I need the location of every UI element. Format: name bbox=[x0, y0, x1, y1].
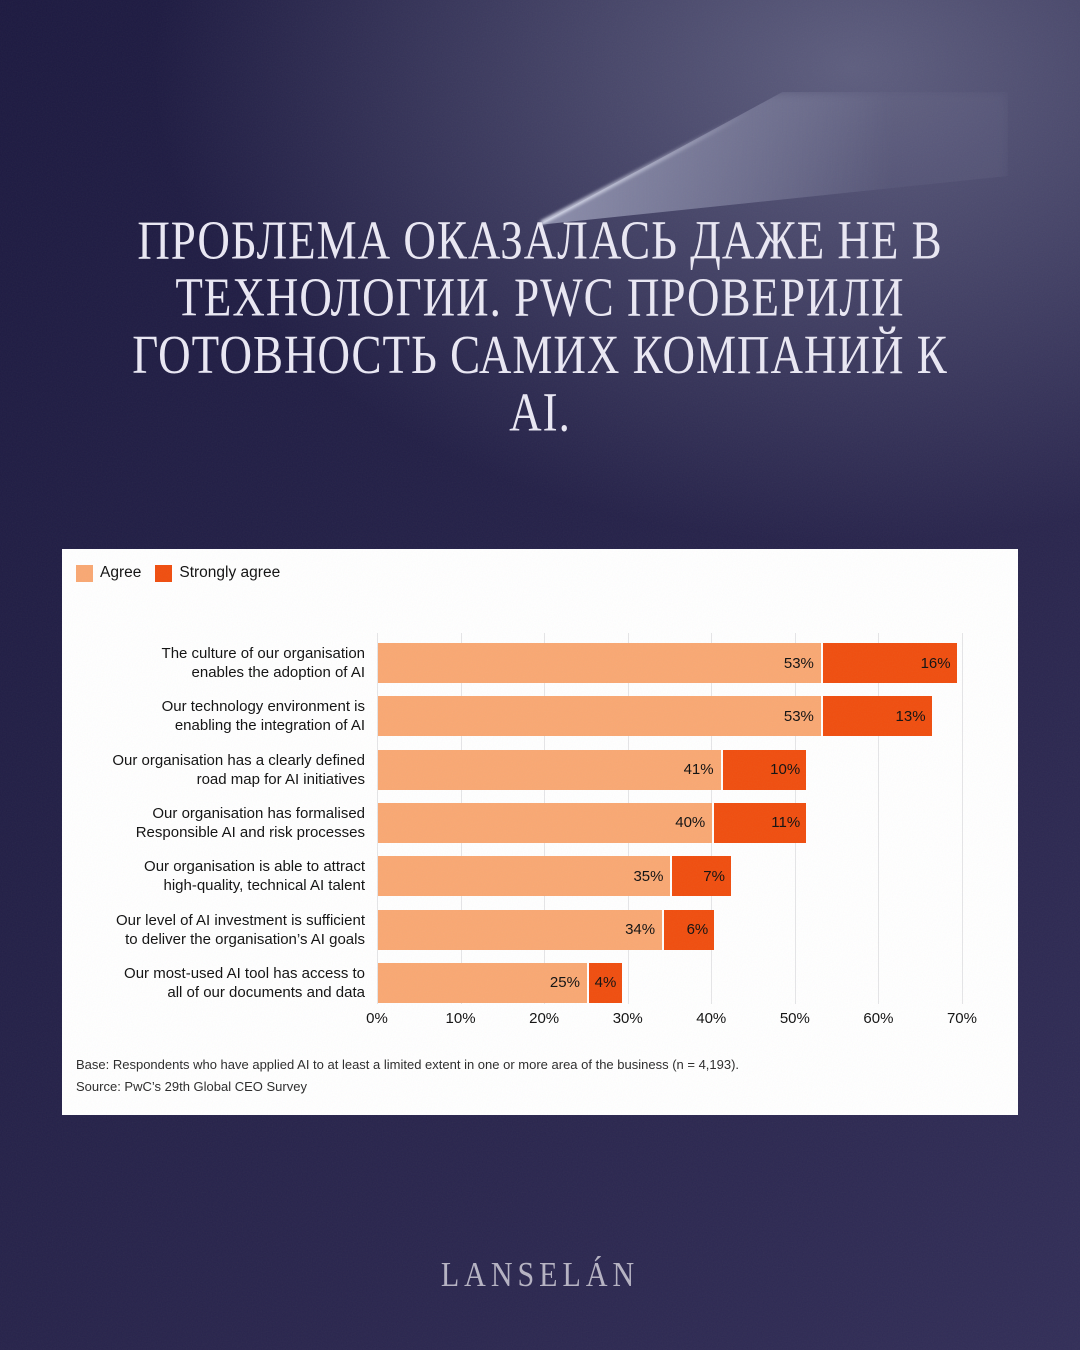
bar-row-label-line: road map for AI initiatives bbox=[196, 770, 365, 788]
bar-row-label-line: enables the adoption of AI bbox=[191, 664, 365, 681]
bar-value-label: 41% bbox=[683, 761, 714, 779]
bar-row-label-line: Our organisation has a clearly defined bbox=[112, 751, 365, 769]
chart-footnotes: Base: Respondents who have applied AI to… bbox=[76, 1054, 739, 1098]
bar-segment-agree: 25% bbox=[378, 962, 587, 1003]
bar-value-label: 53% bbox=[783, 654, 814, 672]
axis-tick-label: 0% bbox=[366, 1010, 388, 1027]
bar-segment-strongly-agree: 13% bbox=[820, 696, 932, 737]
footnote-line: Source: PwC’s 29th Global CEO Survey bbox=[76, 1079, 307, 1094]
bar-segment-agree: 34% bbox=[378, 909, 663, 950]
bar-value-label: 13% bbox=[895, 707, 926, 725]
bar-row-label: The culture of our organisation enables t… bbox=[55, 643, 365, 683]
bar-value-label: 11% bbox=[771, 814, 801, 832]
legend-label: Agree bbox=[100, 564, 142, 581]
bar-row-label: Our organisation is able to attract high-… bbox=[55, 856, 365, 896]
bar-value-label: 7% bbox=[703, 867, 725, 885]
bar-row-label-line: to deliver the organisation’s AI goals bbox=[125, 930, 365, 948]
axis-tick-label: 10% bbox=[445, 1010, 476, 1027]
legend-item: Strongly agree bbox=[155, 564, 280, 582]
bar-row-label: Our level of AI investment is sufficient… bbox=[55, 910, 365, 950]
bar-segment-agree: 40% bbox=[378, 802, 713, 843]
gridline bbox=[961, 633, 963, 1004]
legend-label: Strongly agree bbox=[179, 564, 281, 581]
bar-row-label-line: high-quality, technical AI talent bbox=[163, 877, 365, 895]
chart-card: Agree Strongly agree 0% 10% 20% 30% 40% 50% 60%… bbox=[62, 549, 1018, 1115]
bar-row-label-line: enabling the integration of AI bbox=[174, 717, 365, 735]
bar-segment-agree: 53% bbox=[378, 696, 821, 737]
bar-row-label-line: all of our documents and data bbox=[167, 983, 365, 1001]
gridline bbox=[878, 633, 880, 1004]
axis-tick-label: 20% bbox=[529, 1010, 560, 1027]
axis-tick-label: 50% bbox=[779, 1010, 810, 1027]
bar-segment-strongly-agree: 11% bbox=[712, 802, 807, 843]
bar-value-label: 34% bbox=[625, 921, 656, 939]
bar-segment-strongly-agree: 16% bbox=[820, 643, 957, 683]
bar-segment-strongly-agree: 7% bbox=[670, 856, 731, 897]
bar-row-label-line: Responsible AI and risk processes bbox=[135, 823, 365, 841]
bar-value-label: 16% bbox=[920, 654, 951, 672]
chart-legend: Agree Strongly agree bbox=[76, 564, 294, 582]
bar-row-label-line: The culture of our organisation bbox=[161, 645, 365, 662]
bar-value-label: 35% bbox=[633, 867, 664, 885]
bar-segment-strongly-agree: 6% bbox=[662, 909, 715, 950]
bar-row-label-line: Our technology environment is bbox=[161, 698, 365, 716]
legend-swatch bbox=[155, 564, 173, 582]
bar-value-label: 10% bbox=[770, 761, 801, 779]
footnote-line: Base: Respondents who have applied AI to… bbox=[76, 1057, 740, 1072]
legend-swatch bbox=[76, 564, 93, 582]
axis-tick-label: 30% bbox=[612, 1010, 643, 1027]
bar-row-label: Our organisation has a clearly defined ro… bbox=[55, 750, 365, 790]
bar-segment-agree: 41% bbox=[378, 749, 721, 790]
bar-segment-strongly-agree: 4% bbox=[586, 962, 623, 1003]
bar-value-label: 25% bbox=[549, 974, 580, 992]
bar-row-label-line: Our organisation has formalised bbox=[152, 804, 365, 822]
bar-value-label: 6% bbox=[686, 921, 709, 939]
bar-value-label: 40% bbox=[675, 814, 706, 832]
bar-row-label-line: Our most-used AI tool has access to bbox=[124, 964, 365, 982]
legend-item: Agree bbox=[76, 564, 141, 582]
brand-logo: LANSELÁN bbox=[440, 1256, 640, 1294]
bar-value-label: 53% bbox=[783, 707, 814, 725]
axis-tick-label: 70% bbox=[946, 1010, 977, 1027]
bar-segment-agree: 53% bbox=[378, 643, 821, 683]
axis-tick-label: 60% bbox=[863, 1010, 894, 1027]
bar-row-label-line: Our organisation is able to attract bbox=[144, 858, 365, 876]
bar-segment-strongly-agree: 10% bbox=[720, 749, 807, 790]
bar-row-label: Our most-used AI tool has access to all o… bbox=[55, 963, 365, 1003]
bar-value-label: 4% bbox=[594, 974, 617, 992]
bar-segment-agree: 35% bbox=[378, 856, 671, 897]
bar-row-label-line: Our level of AI investment is sufficient bbox=[115, 911, 365, 929]
axis-tick-label: 40% bbox=[696, 1010, 727, 1027]
bar-row-label: Our technology environment is enabling th… bbox=[55, 696, 365, 736]
page-title: ПРОБЛЕМА ОКАЗАЛАСЬ ДАЖЕ НЕ В ТЕХНОЛОГИИ.… bbox=[132, 209, 948, 443]
bar-row-label: Our organisation has formalised Responsib… bbox=[55, 803, 365, 843]
